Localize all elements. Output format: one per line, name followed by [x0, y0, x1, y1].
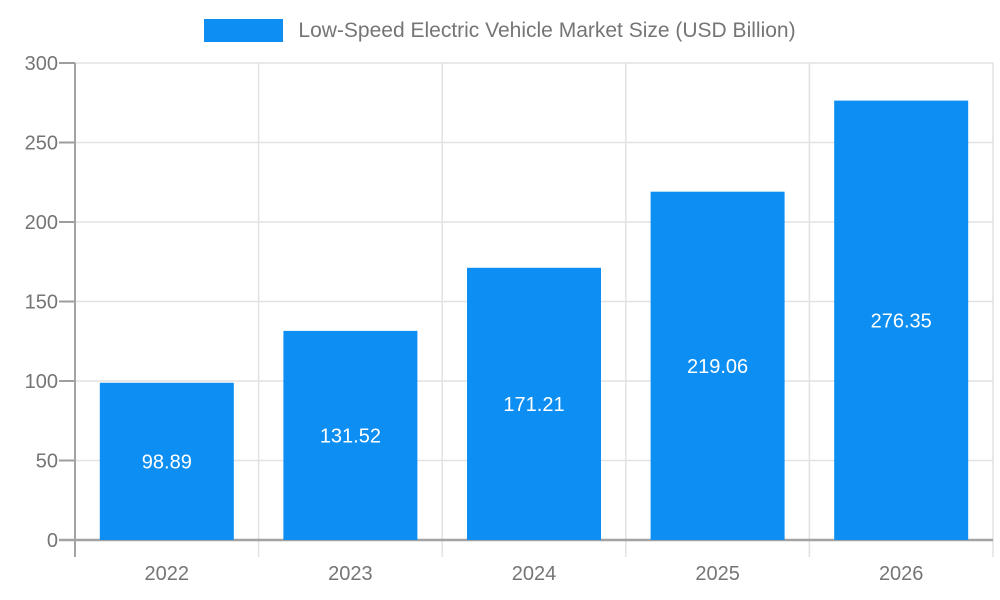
x-tick-label: 2025 [695, 563, 740, 585]
y-tick-label: 200 [25, 212, 58, 234]
y-tick-label: 100 [25, 371, 58, 393]
bar-value-label: 219.06 [687, 356, 748, 378]
bar-value-label: 276.35 [871, 310, 932, 332]
bar-2025[interactable] [650, 191, 785, 541]
bar-2026[interactable] [834, 100, 969, 540]
y-tick-label: 150 [25, 292, 58, 314]
legend-label: Low-Speed Electric Vehicle Market Size (… [298, 19, 796, 42]
y-tick-label: 0 [47, 530, 58, 552]
bar-value-label: 171.21 [503, 394, 564, 416]
y-tick-label: 250 [25, 133, 58, 155]
y-tick-label: 50 [36, 451, 58, 473]
bar-2023[interactable] [283, 330, 418, 540]
bar-value-label: 131.52 [320, 425, 381, 447]
x-tick-label: 2026 [879, 563, 924, 585]
bar-value-label: 98.89 [142, 451, 192, 473]
y-tick-label: 300 [25, 53, 58, 75]
x-tick-label: 2022 [145, 563, 190, 585]
x-tick-label: 2023 [328, 563, 373, 585]
bar-2024[interactable] [467, 267, 601, 540]
x-tick-label: 2024 [512, 563, 557, 585]
chart-legend[interactable]: Low-Speed Electric Vehicle Market Size (… [0, 19, 1000, 42]
bar-2022[interactable] [99, 382, 234, 540]
legend-swatch [204, 19, 284, 42]
